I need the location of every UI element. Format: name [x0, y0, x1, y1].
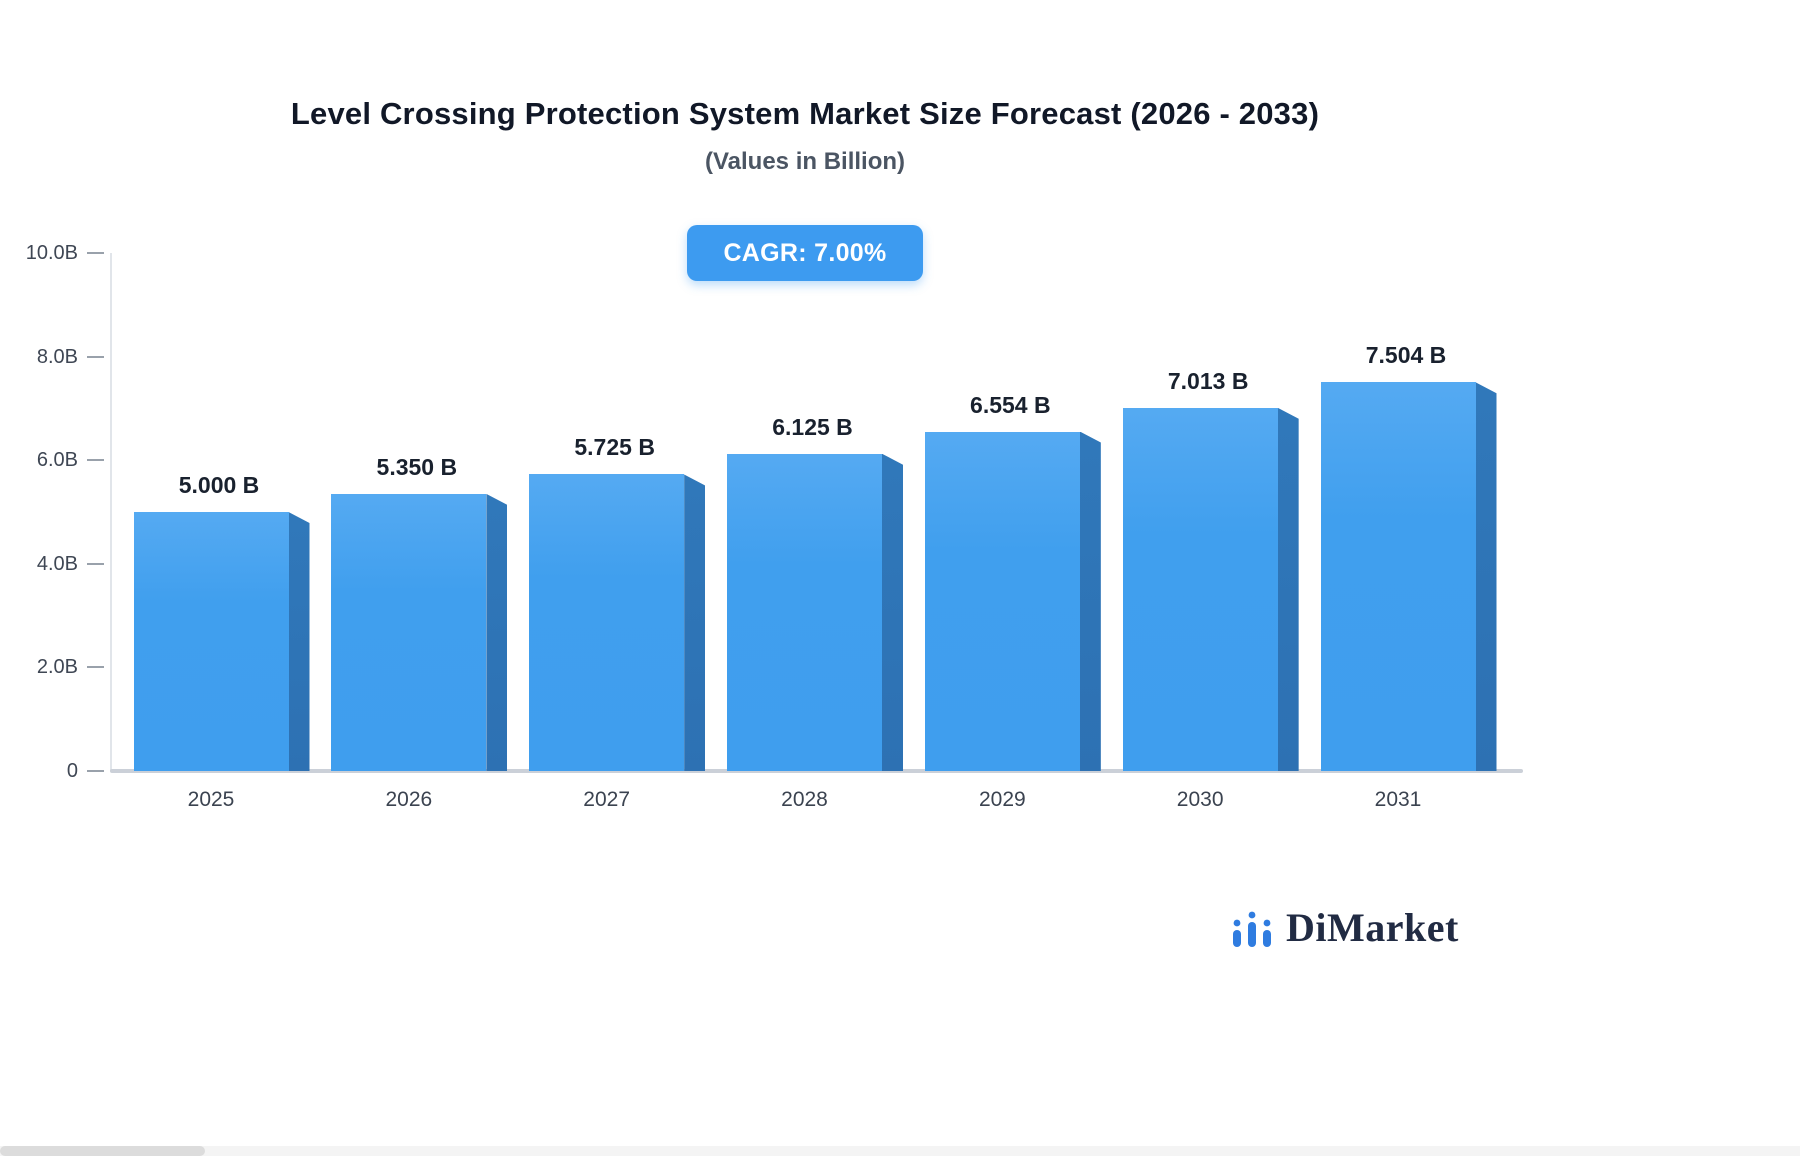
- bar-face: [529, 474, 685, 771]
- horizontal-scrollbar-track: [0, 1146, 1800, 1156]
- y-axis-tick-mark: [87, 666, 104, 669]
- bar-value-label: 6.125 B: [772, 413, 853, 440]
- bar-side: [684, 474, 706, 771]
- bar-value-label: 5.000 B: [178, 472, 260, 498]
- bar-face: [924, 431, 1080, 771]
- horizontal-scrollbar-thumb[interactable]: [0, 1146, 205, 1156]
- bar: [529, 474, 706, 771]
- bar-value-label: 7.504 B: [1365, 342, 1447, 369]
- bar-side: [882, 453, 903, 771]
- bar-value-label: 6.554 B: [970, 391, 1051, 418]
- bar: [133, 512, 310, 771]
- bar-face: [331, 493, 487, 771]
- y-axis-tick-mark: [87, 355, 104, 358]
- bar-chart-icon: [1228, 903, 1276, 951]
- bar-face: [727, 453, 882, 771]
- bar: [331, 493, 508, 771]
- chart-title: Level Crossing Protection System Market …: [290, 96, 1320, 131]
- y-axis-line: [110, 253, 112, 771]
- x-axis-label: 2028: [781, 788, 828, 811]
- x-axis-label: 2027: [583, 788, 631, 811]
- bar-value-label: 5.725 B: [574, 434, 655, 461]
- y-axis-tick-mark: [87, 459, 104, 462]
- cagr-badge-label: CAGR: 7.00%: [723, 238, 887, 267]
- x-axis-label: 2026: [385, 788, 433, 811]
- y-axis-tick-mark: [87, 562, 104, 565]
- x-axis-label: 2031: [1374, 788, 1422, 811]
- bar: [1320, 382, 1497, 771]
- x-axis-label: 2025: [187, 788, 235, 811]
- bar-face: [1320, 382, 1476, 771]
- cagr-badge: CAGR: 7.00%: [687, 225, 923, 281]
- bar-value-label: 5.350 B: [376, 453, 458, 480]
- y-axis-tick-label: 10.0B: [25, 242, 78, 264]
- bar: [924, 431, 1101, 771]
- y-axis-tick-label: 8.0B: [36, 345, 78, 368]
- x-axis-baseline: [110, 769, 1523, 773]
- y-axis-tick-label: 0: [66, 760, 78, 782]
- chart-subtitle: (Values in Billion): [704, 148, 906, 175]
- bar-side: [1277, 407, 1299, 771]
- x-axis-label: 2029: [978, 788, 1026, 811]
- x-axis-label: 2030: [1176, 788, 1224, 811]
- bar-face: [1122, 407, 1278, 771]
- bar-value-label: 7.013 B: [1167, 367, 1249, 394]
- bar: [727, 453, 903, 771]
- y-axis-tick-label: 4.0B: [36, 552, 78, 575]
- bar-side: [1079, 431, 1101, 771]
- bar-face: [133, 512, 289, 771]
- brand-logo-text: DiMarket: [1286, 904, 1459, 950]
- bar: [1122, 407, 1299, 771]
- bar-side: [288, 512, 310, 771]
- y-axis-tick-mark: [87, 770, 104, 772]
- y-axis-tick-label: 2.0B: [36, 656, 78, 679]
- y-axis-tick-label: 6.0B: [36, 449, 78, 472]
- bar-side: [486, 493, 508, 771]
- y-axis-tick-mark: [87, 252, 104, 254]
- brand-logo[interactable]: DiMarket: [1228, 903, 1459, 951]
- bar-side: [1475, 382, 1497, 771]
